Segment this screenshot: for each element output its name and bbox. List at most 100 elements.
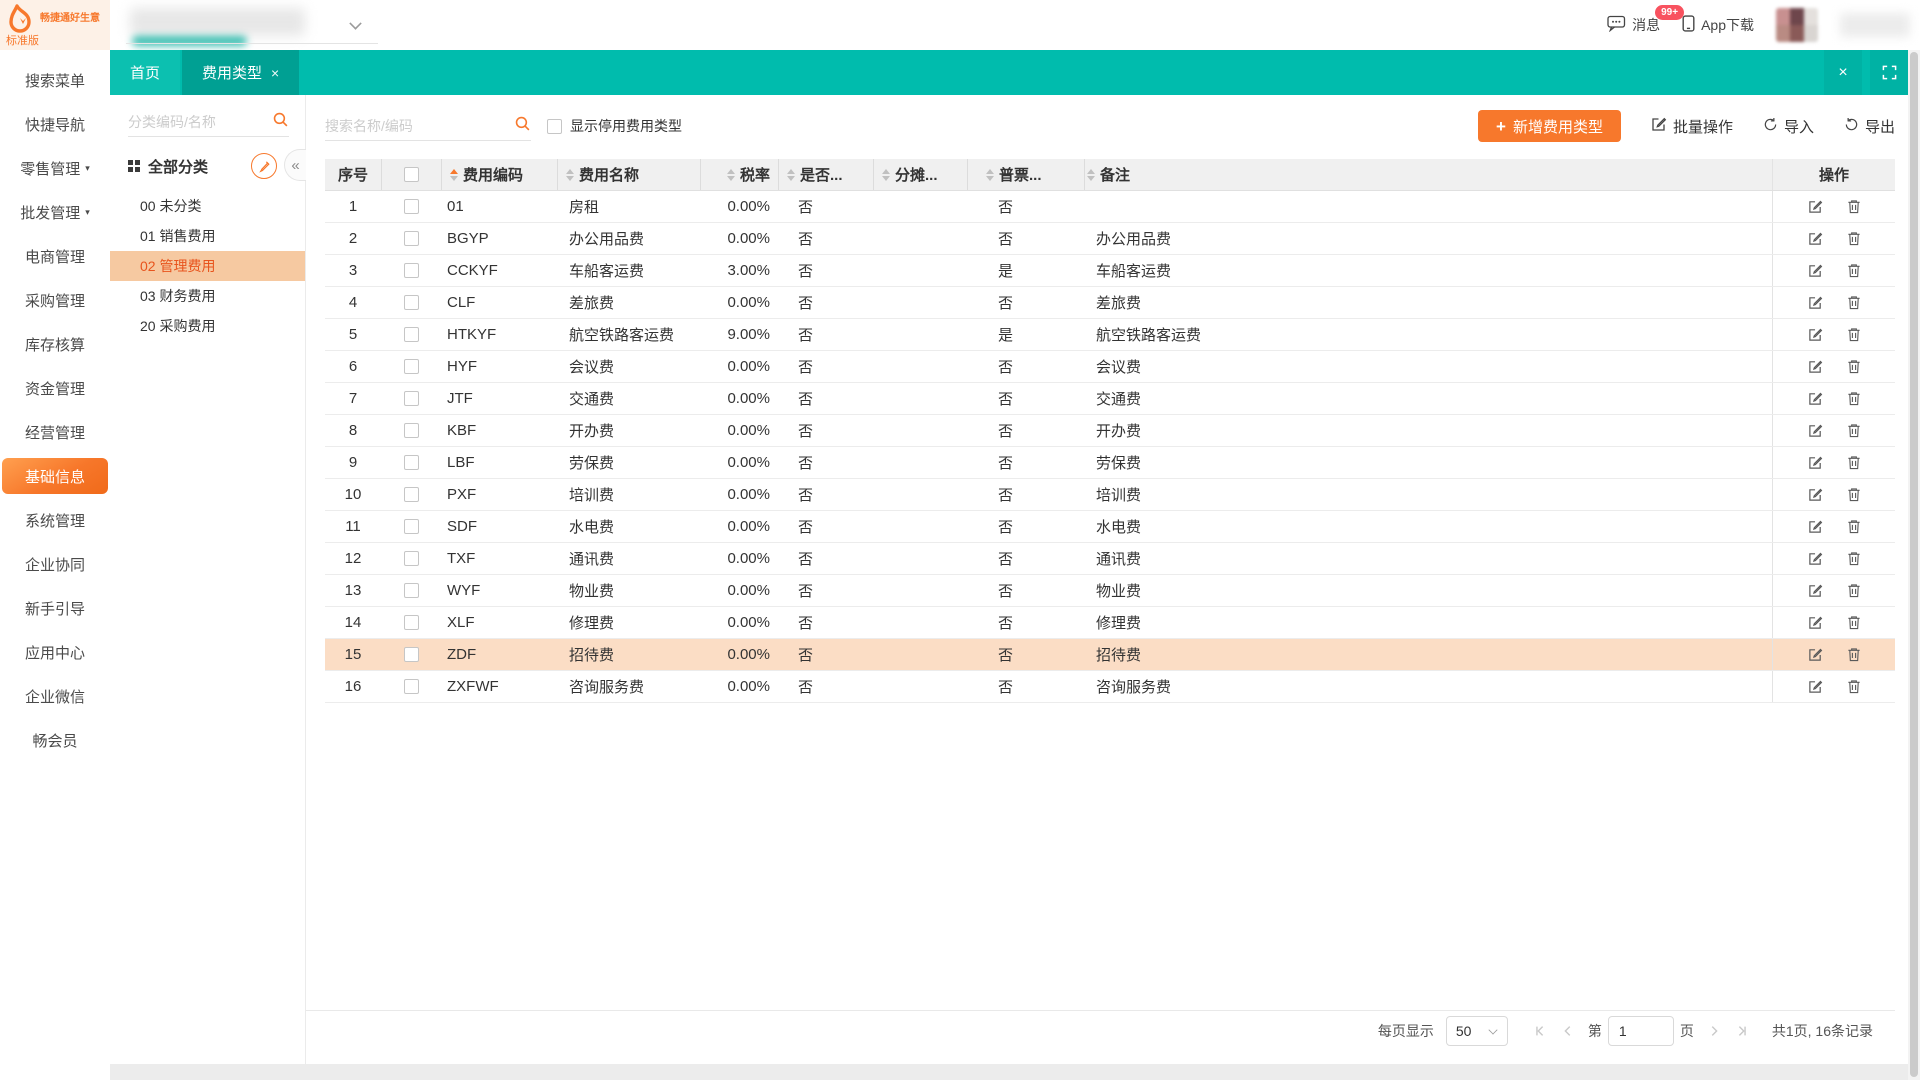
row-checkbox[interactable] [403, 199, 419, 214]
edit-icon[interactable] [1808, 647, 1823, 662]
first-page-icon[interactable] [1533, 1024, 1547, 1038]
delete-icon[interactable] [1847, 231, 1861, 246]
edit-icon[interactable] [1808, 679, 1823, 694]
sidebar-item[interactable]: 企业微信 [24, 688, 85, 706]
sidebar-item[interactable]: 搜索菜单 [24, 72, 85, 90]
sidebar-item[interactable]: 批发管理 ▾ [20, 204, 90, 222]
sidebar-item[interactable]: 企业协同 [24, 556, 85, 574]
edit-icon[interactable] [1808, 359, 1823, 374]
next-page-icon[interactable] [1707, 1024, 1721, 1038]
import-button[interactable]: 导入 [1763, 116, 1814, 137]
header-share[interactable]: 分摊... [873, 159, 967, 190]
row-checkbox[interactable] [403, 359, 419, 374]
row-checkbox[interactable] [403, 295, 419, 310]
avatar[interactable] [1776, 8, 1818, 42]
prev-page-icon[interactable] [1561, 1024, 1575, 1038]
table-row[interactable]: 1 01 房租 0.00% 否 否 [325, 191, 1895, 223]
sidebar-item[interactable]: 系统管理 [24, 512, 85, 530]
sidebar-item[interactable]: 快捷导航 [24, 116, 85, 134]
header-rate[interactable]: 税率 [700, 159, 778, 190]
row-checkbox[interactable] [403, 519, 419, 534]
export-button[interactable]: 导出 [1844, 116, 1895, 137]
sort-icon[interactable] [566, 168, 574, 181]
header-no[interactable]: 序号 [337, 167, 368, 184]
delete-icon[interactable] [1847, 359, 1861, 374]
row-checkbox[interactable] [403, 263, 419, 278]
sort-icon[interactable] [726, 168, 735, 181]
sort-icon[interactable] [986, 168, 994, 181]
delete-icon[interactable] [1847, 519, 1861, 534]
header-remark[interactable]: 备注 [1084, 159, 1772, 190]
delete-icon[interactable] [1847, 295, 1861, 310]
page-number-input[interactable] [1607, 1015, 1674, 1046]
delete-icon[interactable] [1847, 679, 1861, 694]
company-switch-chevron-icon[interactable] [350, 18, 361, 29]
table-row[interactable]: 16 ZXFWF 咨询服务费 0.00% 否 否 咨询服务费 [325, 671, 1895, 703]
table-row[interactable]: 3 CCKYF 车船客运费 3.00% 否 是 车船客运费 [325, 255, 1895, 287]
table-row[interactable]: 7 JTF 交通费 0.00% 否 否 交通费 [325, 383, 1895, 415]
search-icon[interactable] [272, 111, 289, 133]
category-search-input[interactable] [128, 113, 272, 130]
sort-icon[interactable] [1087, 168, 1095, 181]
messages-button[interactable]: 消息 99+ [1607, 5, 1685, 35]
row-checkbox[interactable] [403, 231, 419, 246]
edit-icon[interactable] [1808, 295, 1823, 310]
fullscreen-icon[interactable] [1870, 50, 1908, 95]
table-row[interactable]: 13 WYF 物业费 0.00% 否 否 物业费 [325, 575, 1895, 607]
delete-icon[interactable] [1847, 423, 1861, 438]
delete-icon[interactable] [1847, 455, 1861, 470]
select-all-checkbox[interactable] [404, 167, 419, 182]
delete-icon[interactable] [1847, 327, 1861, 342]
edit-icon[interactable] [1808, 519, 1823, 534]
delete-icon[interactable] [1847, 615, 1861, 630]
delete-icon[interactable] [1847, 487, 1861, 502]
table-row[interactable]: 2 BGYP 办公用品费 0.00% 否 否 办公用品费 [325, 223, 1895, 255]
table-row[interactable]: 5 HTKYF 航空铁路客运费 9.00% 否 是 航空铁路客运费 [325, 319, 1895, 351]
tab[interactable]: 首页 [110, 50, 181, 95]
tab-close-icon[interactable]: × [271, 64, 280, 81]
sidebar-item[interactable]: 畅会员 [32, 732, 78, 750]
sidebar-item[interactable]: 资金管理 [24, 380, 85, 398]
show-disabled-toggle[interactable]: 显示停用费用类型 [547, 116, 682, 136]
table-row[interactable]: 15 ZDF 招待费 0.00% 否 否 招待费 [325, 639, 1895, 671]
table-row[interactable]: 10 PXF 培训费 0.00% 否 否 培训费 [325, 479, 1895, 511]
header-yesno[interactable]: 是否... [778, 159, 873, 190]
edit-icon[interactable] [1808, 199, 1823, 214]
delete-icon[interactable] [1847, 647, 1861, 662]
sidebar-item[interactable]: 电商管理 [24, 248, 85, 266]
row-checkbox[interactable] [403, 391, 419, 406]
delete-icon[interactable] [1847, 583, 1861, 598]
sidebar-item[interactable]: 采购管理 [24, 292, 85, 310]
scrollbar-thumb[interactable] [1910, 52, 1918, 1077]
row-checkbox[interactable] [403, 615, 419, 630]
edit-icon[interactable] [1808, 455, 1823, 470]
category-root[interactable]: 全部分类 [128, 149, 305, 183]
edit-icon[interactable] [1808, 231, 1823, 246]
sidebar-item[interactable]: 基础信息 [2, 458, 108, 494]
row-checkbox[interactable] [403, 551, 419, 566]
row-checkbox[interactable] [403, 423, 419, 438]
close-all-tabs-icon[interactable]: × [1824, 50, 1862, 95]
category-item[interactable]: 00 未分类 [140, 198, 202, 214]
edit-icon[interactable] [1808, 327, 1823, 342]
row-checkbox[interactable] [403, 487, 419, 502]
row-checkbox[interactable] [403, 583, 419, 598]
header-name[interactable]: 费用名称 [557, 159, 700, 190]
delete-icon[interactable] [1847, 551, 1861, 566]
table-row[interactable]: 12 TXF 通讯费 0.00% 否 否 通讯费 [325, 543, 1895, 575]
header-code[interactable]: 费用编码 [441, 159, 557, 190]
category-item[interactable]: 01 销售费用 [140, 228, 216, 244]
edit-icon[interactable] [1808, 551, 1823, 566]
batch-actions-button[interactable]: 批量操作 [1651, 116, 1733, 137]
sidebar-item[interactable]: 零售管理 ▾ [20, 160, 90, 178]
show-disabled-checkbox[interactable] [547, 118, 562, 134]
last-page-icon[interactable] [1735, 1024, 1749, 1038]
table-row[interactable]: 4 CLF 差旅费 0.00% 否 否 差旅费 [325, 287, 1895, 319]
table-row[interactable]: 11 SDF 水电费 0.00% 否 否 水电费 [325, 511, 1895, 543]
per-page-select[interactable]: 50 [1445, 1015, 1508, 1046]
tab[interactable]: 费用类型 × [182, 50, 300, 95]
edit-icon[interactable] [1808, 391, 1823, 406]
sidebar-item[interactable]: 新手引导 [24, 600, 85, 618]
sidebar-item[interactable]: 库存核算 [24, 336, 85, 354]
table-row[interactable]: 14 XLF 修理费 0.00% 否 否 修理费 [325, 607, 1895, 639]
